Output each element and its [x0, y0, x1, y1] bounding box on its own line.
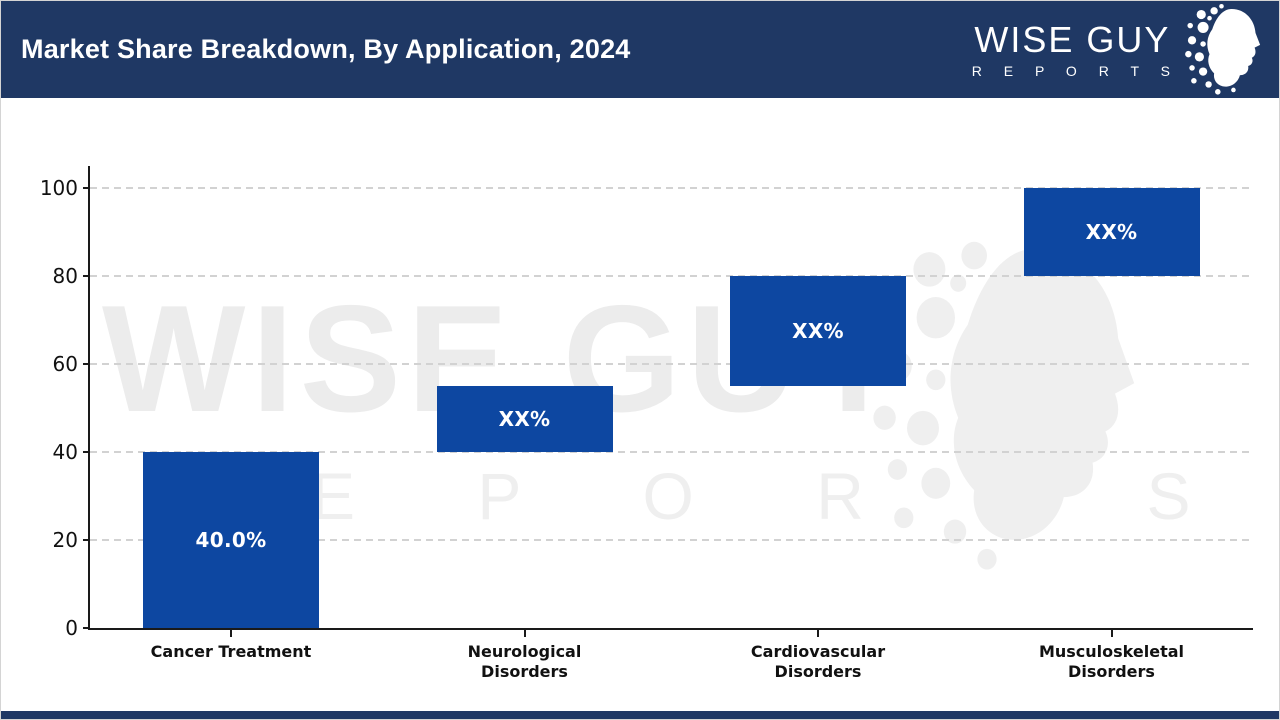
x-label-cardiovascular-disorders: Cardiovascular Disorders [750, 642, 886, 681]
y-tick-label-20: 20 [52, 527, 78, 552]
header-band: Market Share Breakdown, By Application, … [1, 1, 1279, 98]
y-tick-40 [83, 450, 90, 453]
y-tick-80 [83, 274, 90, 277]
y-tick-20 [83, 538, 90, 541]
bar-cardiovascular-disorders: XX% [730, 275, 906, 386]
logo-subtitle: R E P O R T S [971, 62, 1179, 79]
gridline-80 [90, 274, 1253, 277]
y-tick-label-60: 60 [52, 351, 78, 376]
bar-cancer-treatment: 40.0% [143, 451, 319, 628]
y-tick-60 [83, 362, 90, 365]
watermark-face-icon [873, 241, 1135, 570]
y-tick-label-0: 0 [65, 616, 78, 640]
gridline-100 [90, 186, 1253, 189]
x-tick-cardiovascular-disorders [817, 630, 819, 637]
y-axis-spine [88, 166, 90, 630]
y-tick-label-100: 100 [39, 175, 78, 200]
x-label-neurological-disorders: Neurological Disorders [467, 642, 582, 681]
gridline-20 [90, 538, 1253, 541]
bar-musculoskeletal-disorders: XX% [1023, 187, 1200, 276]
wiseguy-face-icon [1185, 3, 1261, 95]
bar-value-cardiovascular-disorders: XX% [792, 318, 844, 343]
x-label-cancer-treatment: Cancer Treatment [150, 642, 312, 661]
wiseguy-logo: WISE GUY R E P O R T S [966, 1, 1273, 98]
chart-area: WISE GUY R E P O R T S 0 20 40 60 80 100 40.0%… [1, 98, 1279, 713]
bar-value-cancer-treatment: 40.0% [195, 527, 267, 552]
x-tick-cancer-treatment [230, 630, 232, 637]
wiseguy-logo-text: WISE GUY R E P O R T S [966, 18, 1179, 79]
bar-value-musculoskeletal-disorders: XX% [1085, 219, 1138, 244]
gridline-40 [90, 450, 1253, 453]
x-tick-musculoskeletal-disorders [1110, 630, 1113, 637]
bar-neurological-disorders: XX% [436, 385, 613, 452]
y-tick-label-40: 40 [52, 439, 78, 464]
x-tick-neurological-disorders [523, 630, 526, 637]
footer-bar [1, 711, 1279, 719]
logo-wordmark: WISE GUY [974, 18, 1171, 60]
x-axis-spine [88, 628, 1253, 630]
bar-value-neurological-disorders: XX% [498, 406, 551, 431]
page-title: Market Share Breakdown, By Application, … [21, 34, 631, 64]
y-tick-0 [83, 627, 90, 629]
y-tick-label-80: 80 [52, 263, 78, 288]
y-tick-100 [83, 186, 90, 189]
x-label-musculoskeletal-disorders: Musculoskeletal Disorders [1038, 642, 1185, 681]
gridline-60 [90, 362, 1253, 365]
